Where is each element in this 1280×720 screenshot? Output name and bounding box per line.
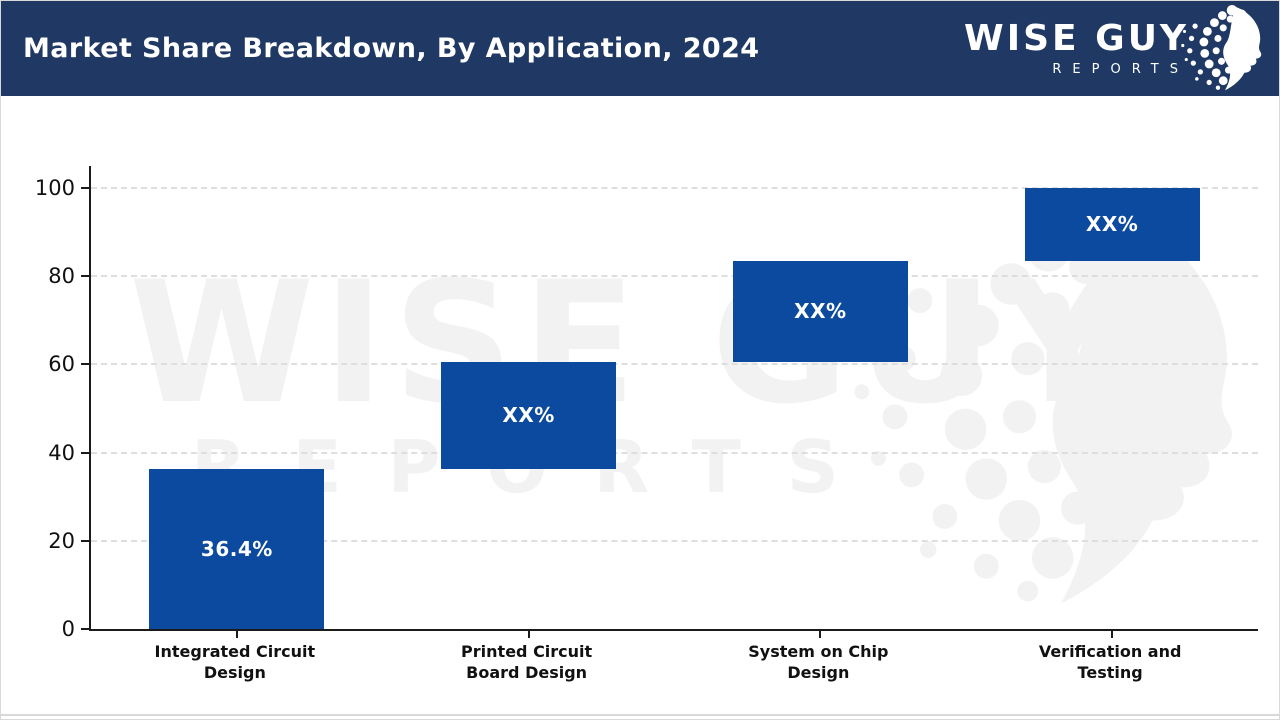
y-tick-label-80: 80 — [48, 264, 75, 289]
plot-area: 36.4% XX% XX% XX% — [81, 166, 1258, 638]
y-tick-label-40: 40 — [48, 440, 75, 465]
gridline-60 — [91, 363, 1258, 366]
bar-2: XX% — [441, 361, 617, 469]
y-axis-labels: 0 20 40 60 80 100 — [1, 166, 75, 641]
gridline-20 — [91, 539, 1258, 542]
x-tick-3 — [819, 631, 822, 638]
gridline-100 — [91, 187, 1258, 190]
bar-value-label-2: XX% — [502, 403, 555, 428]
logo-text: WISE GUY REPORTS — [963, 17, 1189, 77]
x-tick-1 — [235, 631, 238, 638]
header: Market Share Breakdown, By Application, … — [1, 1, 1279, 96]
x-tick-2 — [527, 631, 530, 638]
y-tick-100 — [81, 187, 89, 190]
logo-wiseguy-text: WISE GUY — [963, 17, 1189, 59]
bottom-divider — [1, 714, 1279, 716]
y-tick-label-100: 100 — [34, 176, 75, 201]
y-tick-20 — [81, 539, 89, 542]
x-axis-labels: Integrated Circuit Design Printed Circuit… — [89, 642, 1256, 706]
wiseguy-face-icon — [1181, 4, 1262, 90]
y-tick-0 — [81, 628, 89, 630]
bar-4: XX% — [1024, 188, 1200, 261]
y-tick-label-20: 20 — [48, 528, 75, 553]
gridline-80 — [91, 275, 1258, 278]
gridline-40 — [91, 451, 1258, 454]
logo-reports-text: REPORTS — [1052, 61, 1189, 77]
bar-value-label-3: XX% — [794, 299, 847, 324]
page-title: Market Share Breakdown, By Application, … — [23, 33, 760, 64]
x-category-label-4: Verification and Testing — [1038, 642, 1182, 682]
y-tick-label-60: 60 — [48, 352, 75, 377]
bar-1: 36.4% — [149, 468, 325, 629]
x-category-label-3: System on Chip Design — [748, 642, 889, 682]
y-tick-60 — [81, 363, 89, 366]
bar-value-label-4: XX% — [1085, 212, 1139, 237]
y-tick-80 — [81, 275, 89, 278]
y-tick-label-0: 0 — [61, 617, 75, 641]
bar-value-label-1: 36.4% — [200, 536, 273, 561]
x-tick-4 — [1111, 631, 1114, 638]
x-category-label-2: Printed Circuit Board Design — [461, 642, 593, 682]
y-tick-40 — [81, 451, 89, 454]
bar-3: XX% — [732, 260, 908, 362]
watermark-wiseguy-text: WISE GUY — [129, 245, 1132, 441]
x-category-label-1: Integrated Circuit Design — [154, 642, 316, 682]
wiseguy-logo: WISE GUY REPORTS — [963, 4, 1271, 93]
